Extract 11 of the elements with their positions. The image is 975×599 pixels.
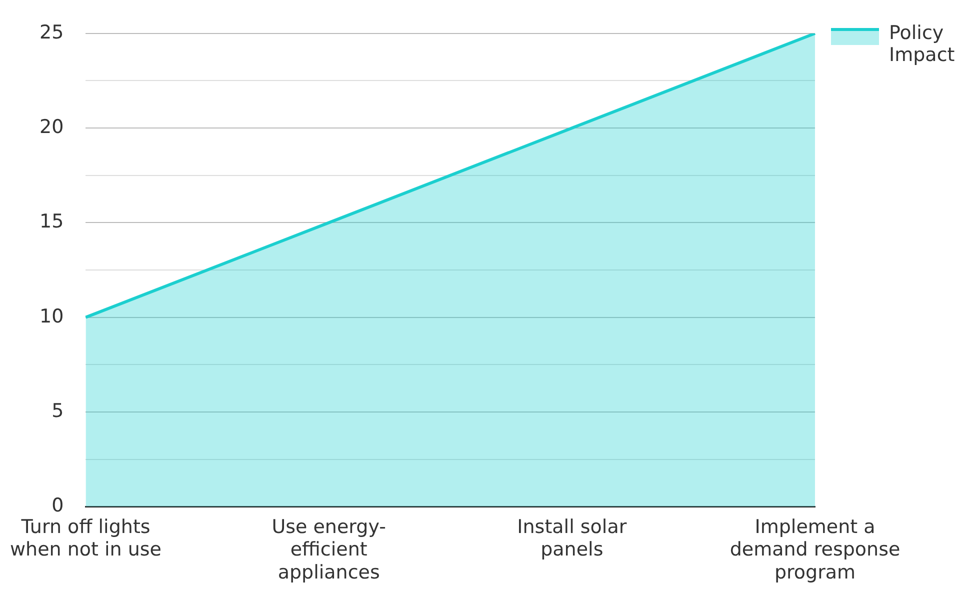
y-tick-label: 10 <box>40 305 64 328</box>
x-tick-label: Install solar panels <box>517 516 627 561</box>
y-tick-label: 5 <box>52 400 64 422</box>
x-tick-label: Implement a demand response program <box>730 516 900 584</box>
y-tick-label: 20 <box>40 116 64 138</box>
x-tick-label: Use energy-efficient appliances <box>272 516 386 584</box>
y-tick-label: 0 <box>52 494 64 517</box>
y-tick-label: 15 <box>40 210 64 233</box>
x-tick-label: Turn off lights when not in use <box>10 516 162 561</box>
legend-label: Policy Impact <box>889 22 956 66</box>
y-tick-label: 25 <box>40 21 64 44</box>
